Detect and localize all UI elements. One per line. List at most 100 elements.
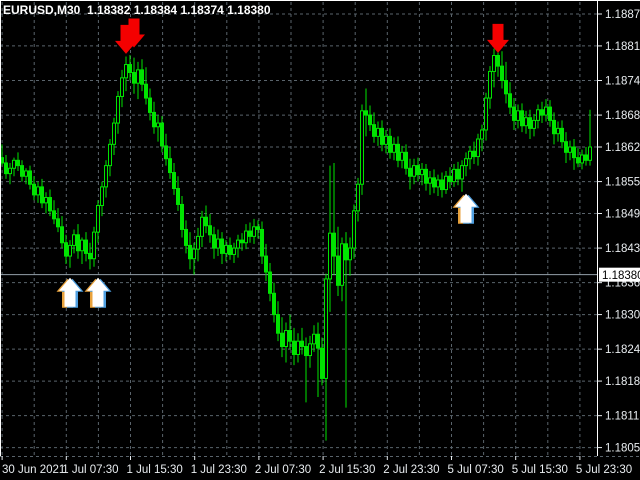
time-scale-label[interactable]: 5 Jul 15:30 xyxy=(512,464,568,476)
price-scale-label[interactable]: 1.18180 xyxy=(605,376,640,388)
bull-candle xyxy=(12,159,16,169)
price-scale-label[interactable]: 1.18495 xyxy=(605,209,640,221)
buy-arrow-icon xyxy=(87,277,109,307)
sell-arrow-icon xyxy=(487,23,509,53)
bear-candle xyxy=(540,109,544,116)
bear-candle xyxy=(288,330,292,342)
bull-candle xyxy=(436,179,440,188)
price-scale-label[interactable]: 1.18745 xyxy=(605,76,640,88)
bear-candle xyxy=(256,226,260,230)
bull-candle xyxy=(580,154,584,164)
bear-candle xyxy=(528,117,532,129)
bear-candle xyxy=(372,124,376,137)
bear-candle xyxy=(496,54,500,67)
buy-arrow-icon xyxy=(455,193,477,223)
bull-candle xyxy=(452,168,456,183)
bear-candle xyxy=(164,145,168,160)
price-scale-label[interactable]: 1.18305 xyxy=(605,310,640,322)
bear-candle xyxy=(316,333,320,349)
bull-candle xyxy=(24,170,28,177)
bear-candle xyxy=(368,114,372,126)
price-scale-label[interactable]: 1.18555 xyxy=(605,177,640,189)
price-scale-label[interactable]: 1.18870 xyxy=(605,9,640,21)
bull-candle xyxy=(8,167,12,175)
bull-candle xyxy=(216,238,220,249)
bull-candle xyxy=(360,110,364,185)
bull-candle xyxy=(340,243,344,286)
bear-candle xyxy=(448,175,452,183)
bear-candle xyxy=(148,97,152,113)
bull-candle xyxy=(68,244,72,257)
time-scale-label[interactable]: 5 Jul 07:30 xyxy=(448,464,504,476)
bull-candle xyxy=(284,330,288,348)
bear-candle xyxy=(64,242,68,257)
bear-candle xyxy=(416,165,420,176)
bull-candle xyxy=(516,110,520,121)
price-scale-label[interactable]: 1.18240 xyxy=(605,344,640,356)
bull-candle xyxy=(120,77,124,97)
bull-candle xyxy=(428,177,432,184)
bull-candle xyxy=(308,343,312,357)
bear-candle xyxy=(404,151,408,169)
bull-candle xyxy=(348,247,352,261)
bear-candle xyxy=(176,187,180,205)
time-scale-label[interactable]: 2 Jul 15:30 xyxy=(319,464,375,476)
bear-candle xyxy=(280,332,284,348)
time-scale-label[interactable]: 5 Jul 23:30 xyxy=(576,464,632,476)
bull-candle xyxy=(356,183,360,212)
bull-candle xyxy=(124,64,128,79)
price-scale-label[interactable]: 1.18620 xyxy=(605,142,640,154)
bear-candle xyxy=(456,168,460,180)
bull-candle xyxy=(328,232,332,280)
bull-candle xyxy=(532,119,536,129)
bull-candle xyxy=(400,151,404,161)
bear-candle xyxy=(380,127,384,145)
sell-arrow-icon xyxy=(123,18,145,48)
bear-candle xyxy=(128,64,132,74)
bull-candle xyxy=(104,165,108,188)
bear-candle xyxy=(168,158,172,174)
bull-candle xyxy=(136,69,140,84)
time-scale-label[interactable]: 2 Jul 23:30 xyxy=(383,464,439,476)
bear-candle xyxy=(520,110,524,127)
bull-candle xyxy=(156,122,160,128)
bull-candle xyxy=(536,109,540,121)
time-scale-label[interactable]: 1 Jul 07:30 xyxy=(62,464,118,476)
bear-candle xyxy=(132,72,136,84)
bear-candle xyxy=(48,197,52,212)
bear-candle xyxy=(504,80,508,95)
time-scale-label[interactable]: 30 Jun 2021 xyxy=(2,464,65,476)
bull-candle xyxy=(392,143,396,153)
bear-candle xyxy=(140,69,144,85)
price-scale-label[interactable]: 1.18430 xyxy=(605,243,640,255)
bull-candle xyxy=(376,127,380,137)
price-scale-label[interactable]: 1.18115 xyxy=(605,411,640,423)
bear-candle xyxy=(440,179,444,191)
bull-candle xyxy=(488,70,492,99)
bull-candle xyxy=(568,146,572,153)
bull-candle xyxy=(244,230,248,244)
price-scale-label[interactable]: 1.18055 xyxy=(605,443,640,455)
bull-candle xyxy=(352,210,356,249)
time-scale-label[interactable]: 2 Jul 07:30 xyxy=(255,464,311,476)
bear-candle xyxy=(432,177,436,188)
bull-candle xyxy=(92,231,96,260)
time-scale-label[interactable]: 1 Jul 15:30 xyxy=(127,464,183,476)
bear-candle xyxy=(220,238,224,254)
bear-candle xyxy=(40,186,44,204)
bear-candle xyxy=(336,255,340,286)
bear-candle xyxy=(472,150,476,158)
bear-candle xyxy=(28,170,32,185)
bull-candle xyxy=(200,216,204,237)
bear-candle xyxy=(548,106,552,121)
bear-candle xyxy=(560,127,564,143)
price-scale-label[interactable]: 1.18810 xyxy=(605,41,640,53)
bull-candle xyxy=(460,165,464,180)
bear-candle xyxy=(208,225,212,236)
price-scale-label[interactable]: 1.18680 xyxy=(605,110,640,122)
bear-candle xyxy=(424,168,428,184)
bid-price-label: 1.18380 xyxy=(602,270,640,282)
bull-candle xyxy=(100,186,104,207)
time-scale-label[interactable]: 1 Jul 23:30 xyxy=(191,464,247,476)
